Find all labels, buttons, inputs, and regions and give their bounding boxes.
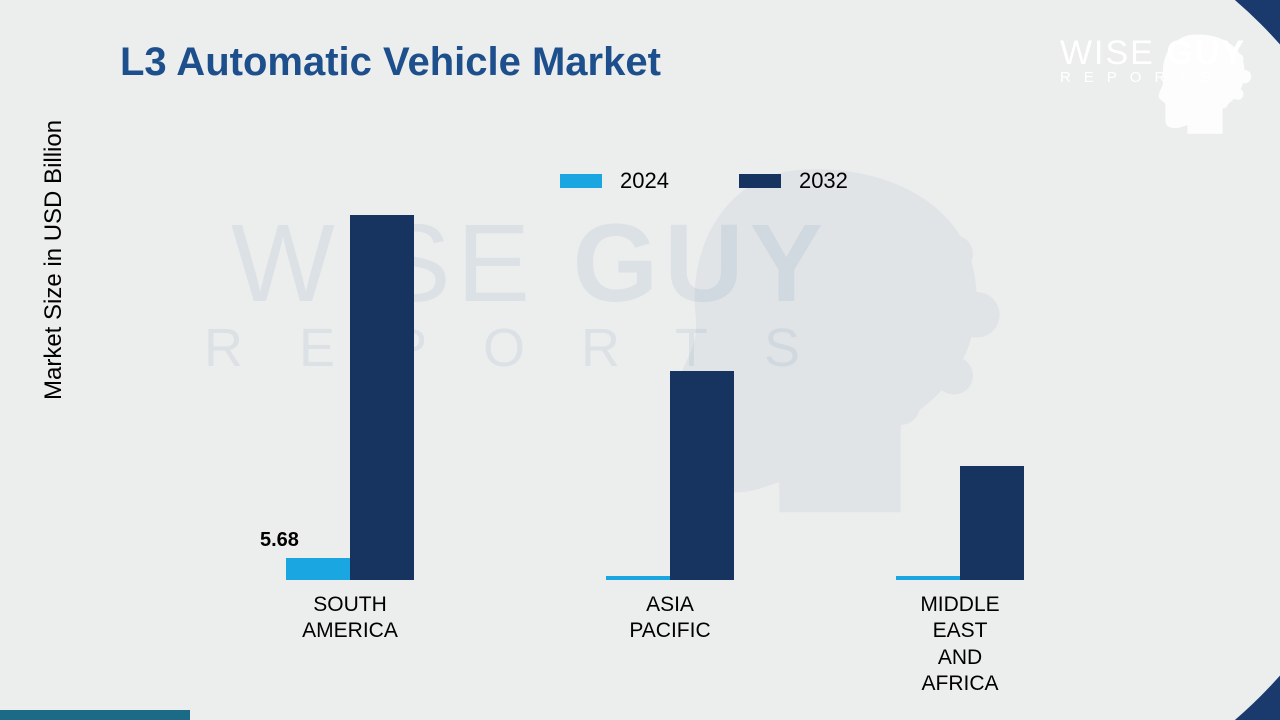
x-axis-label: MIDDLEEASTANDAFRICA: [860, 592, 1060, 697]
bar-2032: [960, 466, 1024, 580]
bar-2032: [670, 371, 734, 580]
plot-area: 5.68: [120, 200, 950, 580]
x-axis-label: SOUTHAMERICA: [250, 592, 450, 645]
bar-2024: [896, 576, 960, 580]
bar-value-label: 5.68: [260, 529, 299, 552]
y-axis-label: Market Size in USD Billion: [40, 120, 68, 400]
bar-2032: [350, 215, 414, 580]
legend-label: 2024: [620, 168, 669, 194]
legend-item-2032: 2032: [739, 168, 848, 194]
brand-logo: WISE GUY REPORTS: [1060, 34, 1246, 86]
chart-title: L3 Automatic Vehicle Market: [120, 40, 661, 85]
x-axis-label: ASIAPACIFIC: [570, 592, 770, 645]
bar-group: [860, 466, 1060, 580]
bar-group: [250, 215, 450, 580]
legend-swatch: [739, 174, 781, 188]
bar-2024: [606, 576, 670, 580]
legend: 2024 2032: [560, 168, 848, 194]
legend-label: 2032: [799, 168, 848, 194]
bar-group: [570, 371, 770, 580]
chart-stage: WISE GUY REPORTS L3 Automatic Vehicle Ma…: [0, 0, 1280, 720]
accent-bar: [0, 710, 190, 720]
legend-swatch: [560, 174, 602, 188]
bar-2024: [286, 558, 350, 580]
legend-item-2024: 2024: [560, 168, 669, 194]
